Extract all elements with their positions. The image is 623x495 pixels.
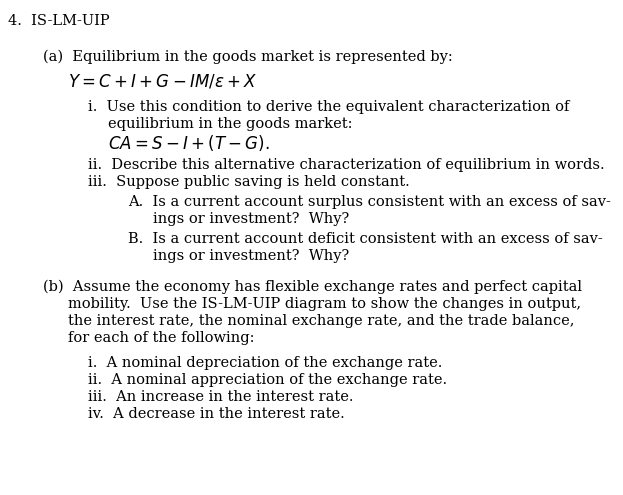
Text: equilibrium in the goods market:: equilibrium in the goods market: xyxy=(108,117,353,131)
Text: (b)  Assume the economy has flexible exchange rates and perfect capital: (b) Assume the economy has flexible exch… xyxy=(43,280,582,295)
Text: B.  Is a current account deficit consistent with an excess of sav-: B. Is a current account deficit consiste… xyxy=(128,232,602,246)
Text: i.  Use this condition to derive the equivalent characterization of: i. Use this condition to derive the equi… xyxy=(88,100,569,114)
Text: iv.  A decrease in the interest rate.: iv. A decrease in the interest rate. xyxy=(88,407,345,421)
Text: iii.  An increase in the interest rate.: iii. An increase in the interest rate. xyxy=(88,390,353,404)
Text: ii.  Describe this alternative characterization of equilibrium in words.: ii. Describe this alternative characteri… xyxy=(88,158,605,172)
Text: mobility.  Use the IS-LM-UIP diagram to show the changes in output,: mobility. Use the IS-LM-UIP diagram to s… xyxy=(68,297,581,311)
Text: $Y = C + I + G - IM/\epsilon + X$: $Y = C + I + G - IM/\epsilon + X$ xyxy=(68,72,257,90)
Text: 4.  IS-LM-UIP: 4. IS-LM-UIP xyxy=(8,14,110,28)
Text: iii.  Suppose public saving is held constant.: iii. Suppose public saving is held const… xyxy=(88,175,410,189)
Text: ii.  A nominal appreciation of the exchange rate.: ii. A nominal appreciation of the exchan… xyxy=(88,373,447,387)
Text: $CA = S - I + (T - G).$: $CA = S - I + (T - G).$ xyxy=(108,133,270,153)
Text: ings or investment?  Why?: ings or investment? Why? xyxy=(153,212,350,226)
Text: i.  A nominal depreciation of the exchange rate.: i. A nominal depreciation of the exchang… xyxy=(88,356,442,370)
Text: ings or investment?  Why?: ings or investment? Why? xyxy=(153,249,350,263)
Text: A.  Is a current account surplus consistent with an excess of sav-: A. Is a current account surplus consiste… xyxy=(128,195,611,209)
Text: for each of the following:: for each of the following: xyxy=(68,331,255,345)
Text: (a)  Equilibrium in the goods market is represented by:: (a) Equilibrium in the goods market is r… xyxy=(43,50,453,64)
Text: the interest rate, the nominal exchange rate, and the trade balance,: the interest rate, the nominal exchange … xyxy=(68,314,574,328)
